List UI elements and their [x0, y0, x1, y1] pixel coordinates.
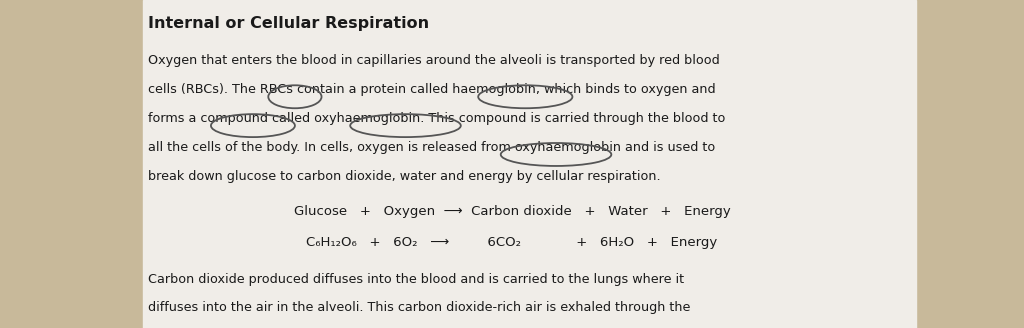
Text: break down glucose to carbon dioxide, water and energy by cellular respiration.: break down glucose to carbon dioxide, wa… [148, 170, 662, 183]
Text: cells (RBCs). The RBCs contain a protein called haemoglobin, which binds to oxyg: cells (RBCs). The RBCs contain a protein… [148, 83, 716, 96]
Text: diffuses into the air in the alveoli. This carbon dioxide-rich air is exhaled th: diffuses into the air in the alveoli. Th… [148, 301, 691, 315]
Bar [916, 0, 1024, 328]
Text: C₆H₁₂O₆   +   6O₂   ⟶         6CO₂             +   6H₂O   +   Energy: C₆H₁₂O₆ + 6O₂ ⟶ 6CO₂ + 6H₂O + Energy [306, 236, 718, 249]
Bar [143, 0, 916, 328]
Text: Oxygen that enters the blood in capillaries around the alveoli is transported by: Oxygen that enters the blood in capillar… [148, 54, 720, 67]
Text: forms a compound called oxyhaemoglobin. This compound is carried through the blo: forms a compound called oxyhaemoglobin. … [148, 112, 726, 125]
Text: Internal or Cellular Respiration: Internal or Cellular Respiration [148, 16, 430, 31]
Bar [0, 0, 143, 328]
Text: Glucose   +   Oxygen  ⟶  Carbon dioxide   +   Water   +   Energy: Glucose + Oxygen ⟶ Carbon dioxide + Wate… [294, 205, 730, 218]
Text: Carbon dioxide produced diffuses into the blood and is carried to the lungs wher: Carbon dioxide produced diffuses into th… [148, 273, 685, 286]
Text: all the cells of the body. In cells, oxygen is released from oxyhaemoglobin and : all the cells of the body. In cells, oxy… [148, 141, 716, 154]
